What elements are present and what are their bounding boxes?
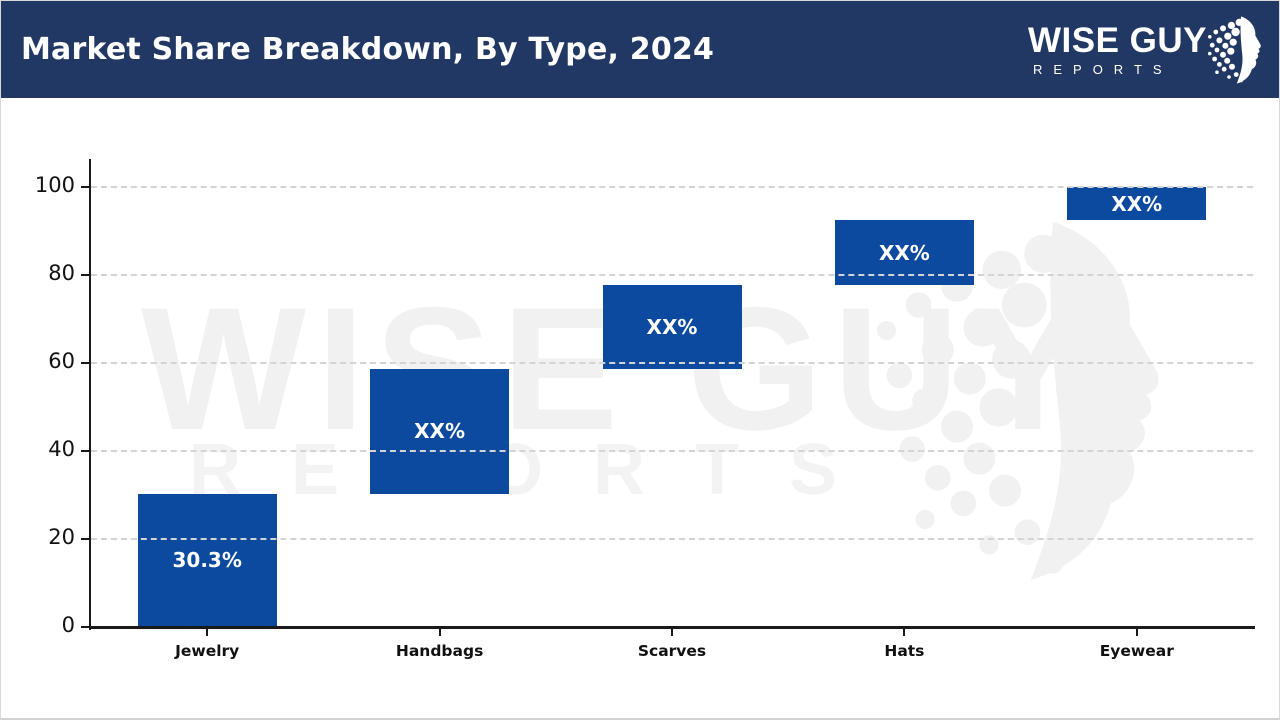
gridline — [91, 274, 1253, 276]
logo-primary-text: WISE GUY — [1027, 20, 1207, 60]
x-tick-label: Jewelry — [175, 642, 240, 660]
x-tick-mark — [903, 629, 906, 636]
x-tick-mark — [438, 629, 441, 636]
y-tick-label: 0 — [61, 613, 75, 637]
y-axis-line — [89, 159, 91, 630]
x-tick-label: Eyewear — [1099, 642, 1174, 660]
x-axis-line — [89, 626, 1255, 629]
logo-secondary-text: REPORTS — [1032, 61, 1173, 77]
gridline — [91, 538, 1253, 540]
y-tick-label: 80 — [48, 261, 75, 285]
y-tick-mark — [81, 450, 90, 452]
wiseguy-logo-text: WISE GUY REPORTS — [1028, 23, 1207, 77]
bar-jewelry — [137, 493, 277, 627]
y-tick-label: 100 — [34, 173, 75, 197]
y-tick-mark — [81, 538, 90, 540]
x-tick-mark — [1135, 629, 1138, 636]
x-tick-label: Handbags — [395, 642, 484, 660]
x-tick-label: Hats — [884, 642, 925, 660]
gridline — [91, 186, 1253, 188]
y-tick-mark — [81, 186, 90, 188]
watermark-text-secondary: REPORTS — [189, 430, 888, 510]
x-tick-mark — [671, 629, 673, 636]
x-tick-label: Scarves — [637, 642, 707, 660]
y-tick-label: 60 — [48, 349, 75, 373]
bar-value-label: XX% — [646, 315, 698, 340]
wiseguy-logo: WISE GUY REPORTS — [1028, 14, 1265, 86]
header-bar: Market Share Breakdown, By Type, 2024 WI… — [1, 1, 1279, 98]
bar-eyewear — [1067, 187, 1207, 220]
chart-title: Market Share Breakdown, By Type, 2024 — [21, 32, 715, 67]
y-tick-label: 20 — [48, 525, 75, 549]
bar-value-label: 30.3% — [172, 548, 242, 573]
bar-value-label: XX% — [1111, 191, 1163, 216]
bar-scarves — [602, 285, 742, 370]
bar-value-label: XX% — [414, 419, 466, 444]
y-tick-mark — [81, 274, 90, 276]
y-tick-label: 40 — [48, 437, 75, 461]
y-tick-mark — [81, 626, 90, 628]
bar-value-label: XX% — [878, 240, 930, 265]
bar-handbags — [370, 369, 510, 494]
y-tick-mark — [81, 362, 90, 364]
gridline — [91, 362, 1253, 364]
x-tick-mark — [206, 629, 209, 636]
gridline — [91, 450, 1253, 452]
wiseguy-face-icon — [1199, 14, 1265, 86]
